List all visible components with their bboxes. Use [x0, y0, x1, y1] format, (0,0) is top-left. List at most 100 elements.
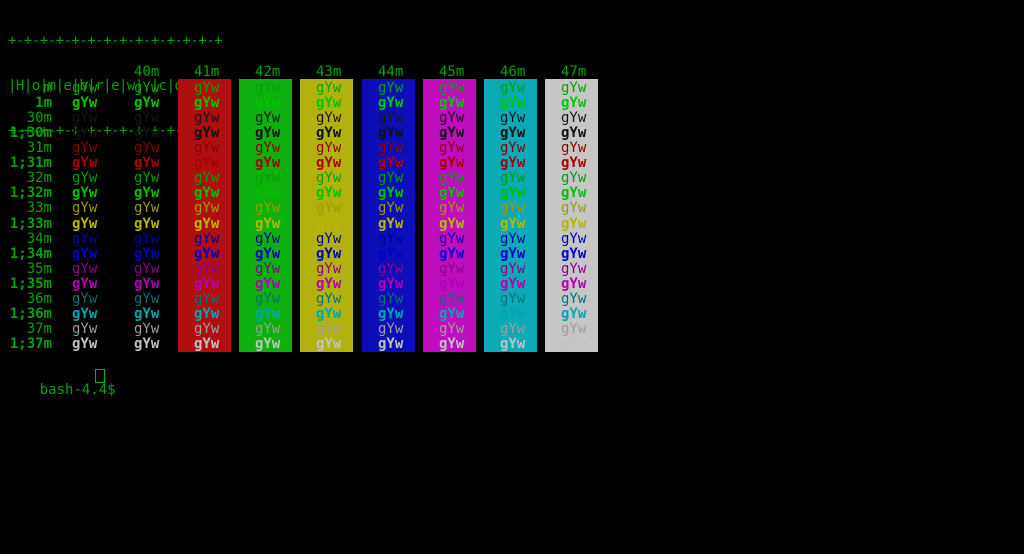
color-cell: gYw [378, 246, 404, 262]
color-cell: gYw [500, 185, 526, 201]
color-cell: gYw [255, 200, 281, 216]
color-cell: gYw [194, 261, 220, 277]
color-cell: gYw [439, 140, 465, 156]
color-cell: gYw [439, 276, 465, 292]
color-cell: gYw [316, 336, 342, 352]
fg-row-label: 1;36m [9, 306, 52, 322]
color-cell: gYw [561, 306, 587, 322]
color-cell: gYw [255, 306, 281, 322]
color-cell: gYw [439, 110, 465, 126]
color-cell: gYw [316, 155, 342, 171]
color-cell: gYw [500, 155, 526, 171]
color-cell: gYw [439, 185, 465, 201]
color-cell: gYw [316, 110, 342, 126]
color-cell: gYw [72, 306, 98, 322]
color-cell: gYw [72, 110, 98, 126]
color-cell: gYw [134, 125, 160, 141]
color-cell: gYw [561, 110, 587, 126]
color-cell: gYw [378, 125, 404, 141]
fg-row-label: 1;31m [9, 155, 52, 171]
color-cell: gYw [378, 155, 404, 171]
color-cell: gYw [561, 216, 587, 232]
color-cell: gYw [316, 170, 342, 186]
color-cell: gYw [378, 276, 404, 292]
color-cell: gYw [255, 276, 281, 292]
color-cell: gYw [134, 306, 160, 322]
color-cell: gYw [134, 80, 160, 96]
color-cell: gYw [316, 95, 342, 111]
bg-column-header: 47m [561, 64, 587, 80]
color-cell: gYw [255, 185, 281, 201]
color-cell: gYw [134, 110, 160, 126]
color-cell: gYw [439, 200, 465, 216]
color-cell: gYw [378, 185, 404, 201]
color-cell: gYw [134, 291, 160, 307]
color-cell: gYw [194, 155, 220, 171]
color-cell: gYw [316, 306, 342, 322]
banner-line: +-+-+-+-+-+-+-+-+-+-+-+-+-+ [8, 33, 223, 49]
bg-color-block [178, 79, 231, 352]
bg-color-block [362, 79, 415, 352]
color-cell: gYw [316, 246, 342, 262]
color-cell: gYw [561, 276, 587, 292]
fg-row-label: 34m [26, 231, 52, 247]
color-cell: gYw [316, 261, 342, 277]
color-cell: gYw [194, 80, 220, 96]
fg-row-label: 35m [26, 261, 52, 277]
color-cell: gYw [134, 95, 160, 111]
color-cell: gYw [439, 95, 465, 111]
shell-prompt: bash-4.4$ [39, 382, 116, 398]
color-cell: gYw [316, 80, 342, 96]
color-cell: gYw [561, 185, 587, 201]
color-cell: gYw [72, 291, 98, 307]
banner-line: +-+-+-+-+-+-+-+-+-+-+-+-+-+ [8, 123, 223, 139]
color-cell: gYw [439, 336, 465, 352]
bg-column-header: 44m [378, 64, 404, 80]
bg-column-header: 46m [500, 64, 526, 80]
color-cell: gYw [194, 170, 220, 186]
color-cell: gYw [194, 140, 220, 156]
color-cell: gYw [72, 216, 98, 232]
color-cell: gYw [72, 140, 98, 156]
color-cell: gYw [439, 155, 465, 171]
color-cell: gYw [561, 140, 587, 156]
color-cell: gYw [500, 306, 526, 322]
color-cell: gYw [194, 110, 220, 126]
color-cell: gYw [561, 80, 587, 96]
color-cell: gYw [194, 231, 220, 247]
color-cell: gYw [72, 80, 98, 96]
color-cell: gYw [255, 95, 281, 111]
color-cell: gYw [255, 261, 281, 277]
color-cell: gYw [72, 200, 98, 216]
color-cell: gYw [500, 321, 526, 337]
bg-color-block [423, 79, 476, 352]
color-cell: gYw [500, 231, 526, 247]
color-cell: gYw [255, 80, 281, 96]
banner-line: |H|o|m|e|b|r|e|w|.|c|o|n|f| [8, 78, 223, 94]
color-cell: gYw [72, 125, 98, 141]
color-cell: gYw [255, 140, 281, 156]
color-cell: gYw [134, 276, 160, 292]
color-cell: gYw [255, 291, 281, 307]
fg-row-label: 1m [35, 95, 52, 111]
color-cell: gYw [194, 306, 220, 322]
bg-column-header: 45m [439, 64, 465, 80]
color-cell: gYw [255, 170, 281, 186]
color-cell: gYw [378, 261, 404, 277]
color-cell: gYw [500, 95, 526, 111]
color-cell: gYw [561, 170, 587, 186]
color-cell: gYw [500, 261, 526, 277]
fg-row-label: m [43, 80, 52, 96]
bg-column-header: 42m [255, 64, 281, 80]
bg-column-header: 41m [194, 64, 220, 80]
color-cell: gYw [500, 80, 526, 96]
color-cell: gYw [378, 80, 404, 96]
color-cell: gYw [439, 291, 465, 307]
color-cell: gYw [255, 155, 281, 171]
color-cell: gYw [134, 200, 160, 216]
fg-row-label: 1;37m [9, 336, 52, 352]
color-cell: gYw [72, 276, 98, 292]
color-cell: gYw [561, 246, 587, 262]
fg-row-label: 1;33m [9, 216, 52, 232]
